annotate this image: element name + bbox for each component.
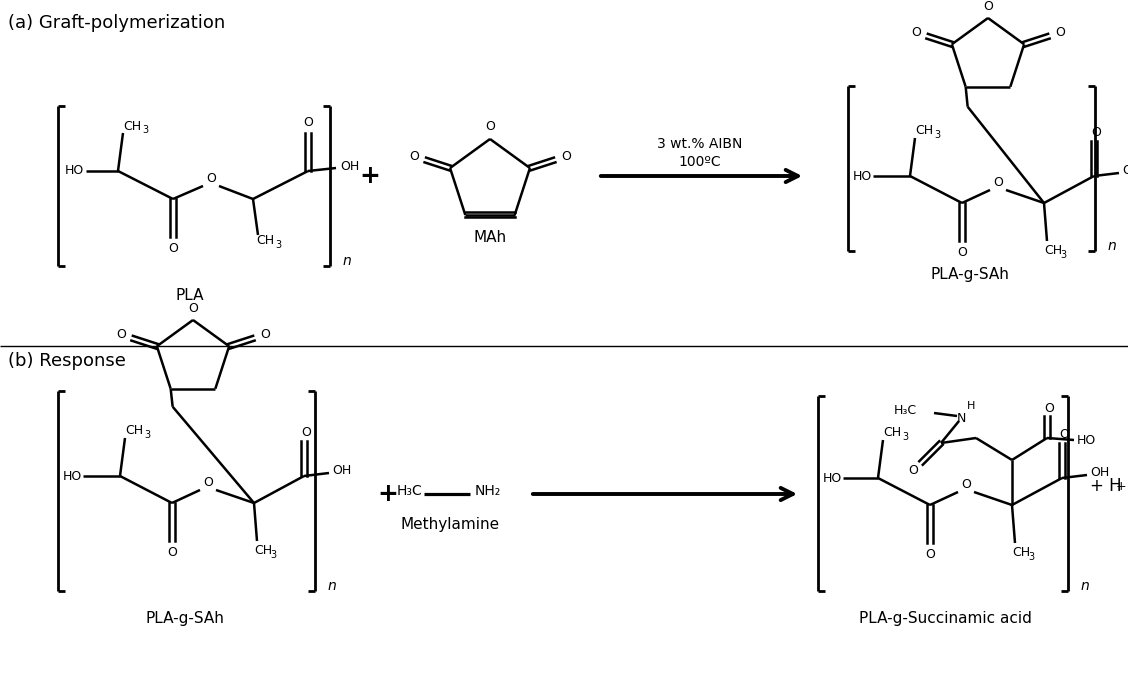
Text: HO: HO	[1077, 434, 1096, 447]
Text: 3: 3	[1028, 552, 1034, 562]
Text: MAh: MAh	[474, 230, 506, 246]
Text: n: n	[343, 254, 352, 268]
Text: CH: CH	[883, 427, 901, 440]
Text: O: O	[984, 0, 993, 12]
Text: O: O	[1056, 26, 1065, 39]
Text: OH: OH	[340, 160, 359, 172]
Text: n: n	[1108, 239, 1117, 253]
Text: 3: 3	[902, 432, 908, 442]
Text: OH: OH	[332, 464, 351, 477]
Text: Methylamine: Methylamine	[400, 517, 500, 532]
Text: 3 wt.% AIBN: 3 wt.% AIBN	[658, 137, 742, 151]
Text: +: +	[378, 482, 398, 506]
Text: O: O	[925, 549, 935, 562]
Text: H₃C: H₃C	[396, 484, 422, 498]
Text: CH: CH	[1045, 244, 1063, 257]
Text: H₃C: H₃C	[893, 405, 917, 418]
Text: +: +	[1116, 480, 1127, 493]
Text: 100ºC: 100ºC	[679, 155, 721, 169]
Text: CH: CH	[123, 119, 141, 132]
Text: (b) Response: (b) Response	[8, 352, 126, 370]
Text: O: O	[961, 479, 971, 491]
Text: O: O	[167, 547, 177, 560]
Text: + H: + H	[1090, 477, 1121, 495]
Text: N: N	[957, 412, 966, 425]
Text: CH: CH	[254, 545, 272, 558]
Text: O: O	[116, 328, 125, 341]
Text: HO: HO	[63, 469, 82, 482]
Text: HO: HO	[65, 165, 85, 178]
Text: CH: CH	[1012, 547, 1030, 560]
Text: O: O	[261, 328, 271, 341]
Text: OH: OH	[1122, 165, 1128, 178]
Text: O: O	[993, 176, 1003, 189]
Text: +: +	[360, 164, 380, 188]
Text: O: O	[1059, 427, 1069, 440]
Text: O: O	[303, 117, 312, 130]
Text: n: n	[328, 579, 337, 593]
Text: 3: 3	[144, 430, 150, 440]
Text: 3: 3	[1060, 250, 1066, 260]
Text: O: O	[1045, 401, 1054, 414]
Text: 3: 3	[934, 130, 940, 140]
Text: O: O	[206, 172, 215, 185]
Text: HO: HO	[823, 471, 843, 484]
Text: 3: 3	[270, 550, 276, 560]
Text: PLA: PLA	[176, 289, 204, 303]
Text: O: O	[1091, 126, 1101, 139]
Text: O: O	[188, 302, 197, 314]
Text: PLA-g-Succinamic acid: PLA-g-Succinamic acid	[858, 611, 1031, 626]
Text: (a) Graft-polymerization: (a) Graft-polymerization	[8, 14, 226, 32]
Text: PLA-g-SAh: PLA-g-SAh	[931, 266, 1010, 281]
Text: O: O	[203, 477, 213, 490]
Text: O: O	[908, 464, 918, 477]
Text: O: O	[409, 150, 418, 163]
Text: OH: OH	[1090, 466, 1109, 480]
Text: PLA-g-SAh: PLA-g-SAh	[146, 611, 224, 626]
Text: HO: HO	[853, 169, 872, 182]
Text: O: O	[957, 246, 967, 259]
Text: O: O	[168, 242, 178, 255]
Text: 3: 3	[142, 125, 148, 135]
Text: H: H	[967, 401, 976, 411]
Text: CH: CH	[256, 235, 274, 248]
Text: NH₂: NH₂	[475, 484, 501, 498]
Text: O: O	[485, 121, 495, 134]
Text: O: O	[910, 26, 920, 39]
Text: CH: CH	[125, 425, 143, 438]
Text: 3: 3	[275, 240, 281, 250]
Text: O: O	[561, 150, 571, 163]
Text: O: O	[301, 425, 311, 438]
Text: n: n	[1081, 579, 1090, 593]
Text: CH: CH	[915, 124, 933, 137]
